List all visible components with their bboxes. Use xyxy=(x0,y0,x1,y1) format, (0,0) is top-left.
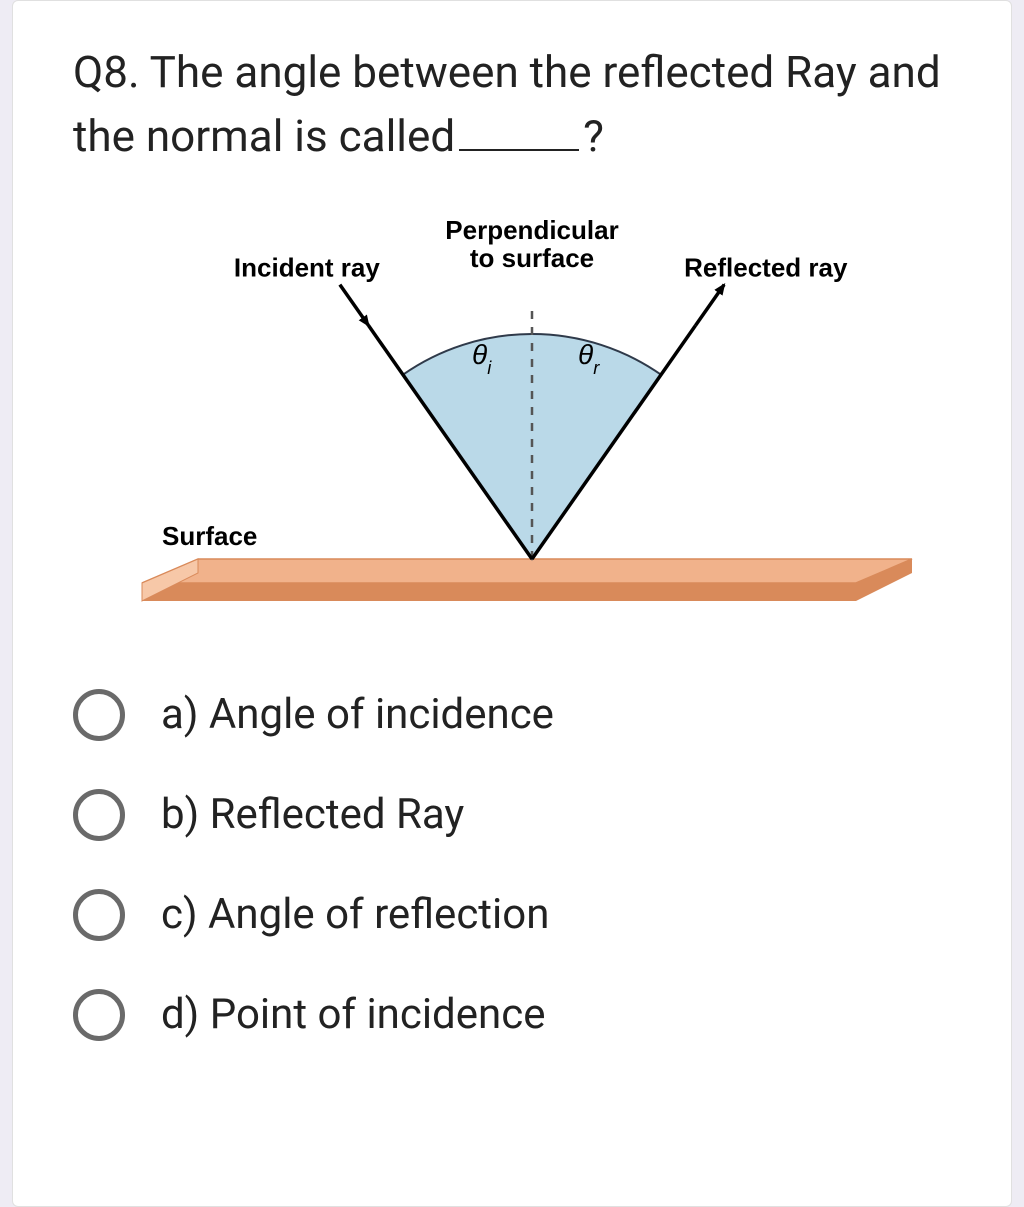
option-a[interactable]: a) Angle of incidence xyxy=(73,689,951,741)
radio-icon xyxy=(73,889,125,941)
option-label: b) Reflected Ray xyxy=(161,790,464,839)
svg-text:Surface: Surface xyxy=(162,521,257,551)
question-text: Q8. The angle between the reflected Ray … xyxy=(73,41,951,169)
option-c[interactable]: c) Angle of reflection xyxy=(73,889,951,941)
option-label: c) Angle of reflection xyxy=(161,890,549,939)
question-prefix: Q8. The angle between the reflected Ray … xyxy=(73,46,941,162)
option-d[interactable]: d) Point of incidence xyxy=(73,989,951,1041)
svg-text:Perpendicular: Perpendicular xyxy=(445,215,618,245)
diagram-svg: Perpendicularto surface Incident ray Refle… xyxy=(102,209,922,639)
options-group: a) Angle of incidence b) Reflected Ray c… xyxy=(73,689,951,1041)
radio-icon xyxy=(73,989,125,1041)
question-suffix: ? xyxy=(583,110,604,162)
radio-icon xyxy=(73,789,125,841)
svg-text:Incident ray: Incident ray xyxy=(234,252,380,282)
reflection-diagram: Perpendicularto surface Incident ray Refle… xyxy=(73,209,951,639)
svg-text:Reflected ray: Reflected ray xyxy=(684,252,848,282)
radio-icon xyxy=(73,689,125,741)
blank-line xyxy=(459,149,579,151)
svg-text:to surface: to surface xyxy=(470,243,594,273)
option-label: d) Point of incidence xyxy=(161,990,545,1039)
question-card: Q8. The angle between the reflected Ray … xyxy=(12,0,1012,1207)
option-label: a) Angle of incidence xyxy=(161,690,554,739)
option-b[interactable]: b) Reflected Ray xyxy=(73,789,951,841)
